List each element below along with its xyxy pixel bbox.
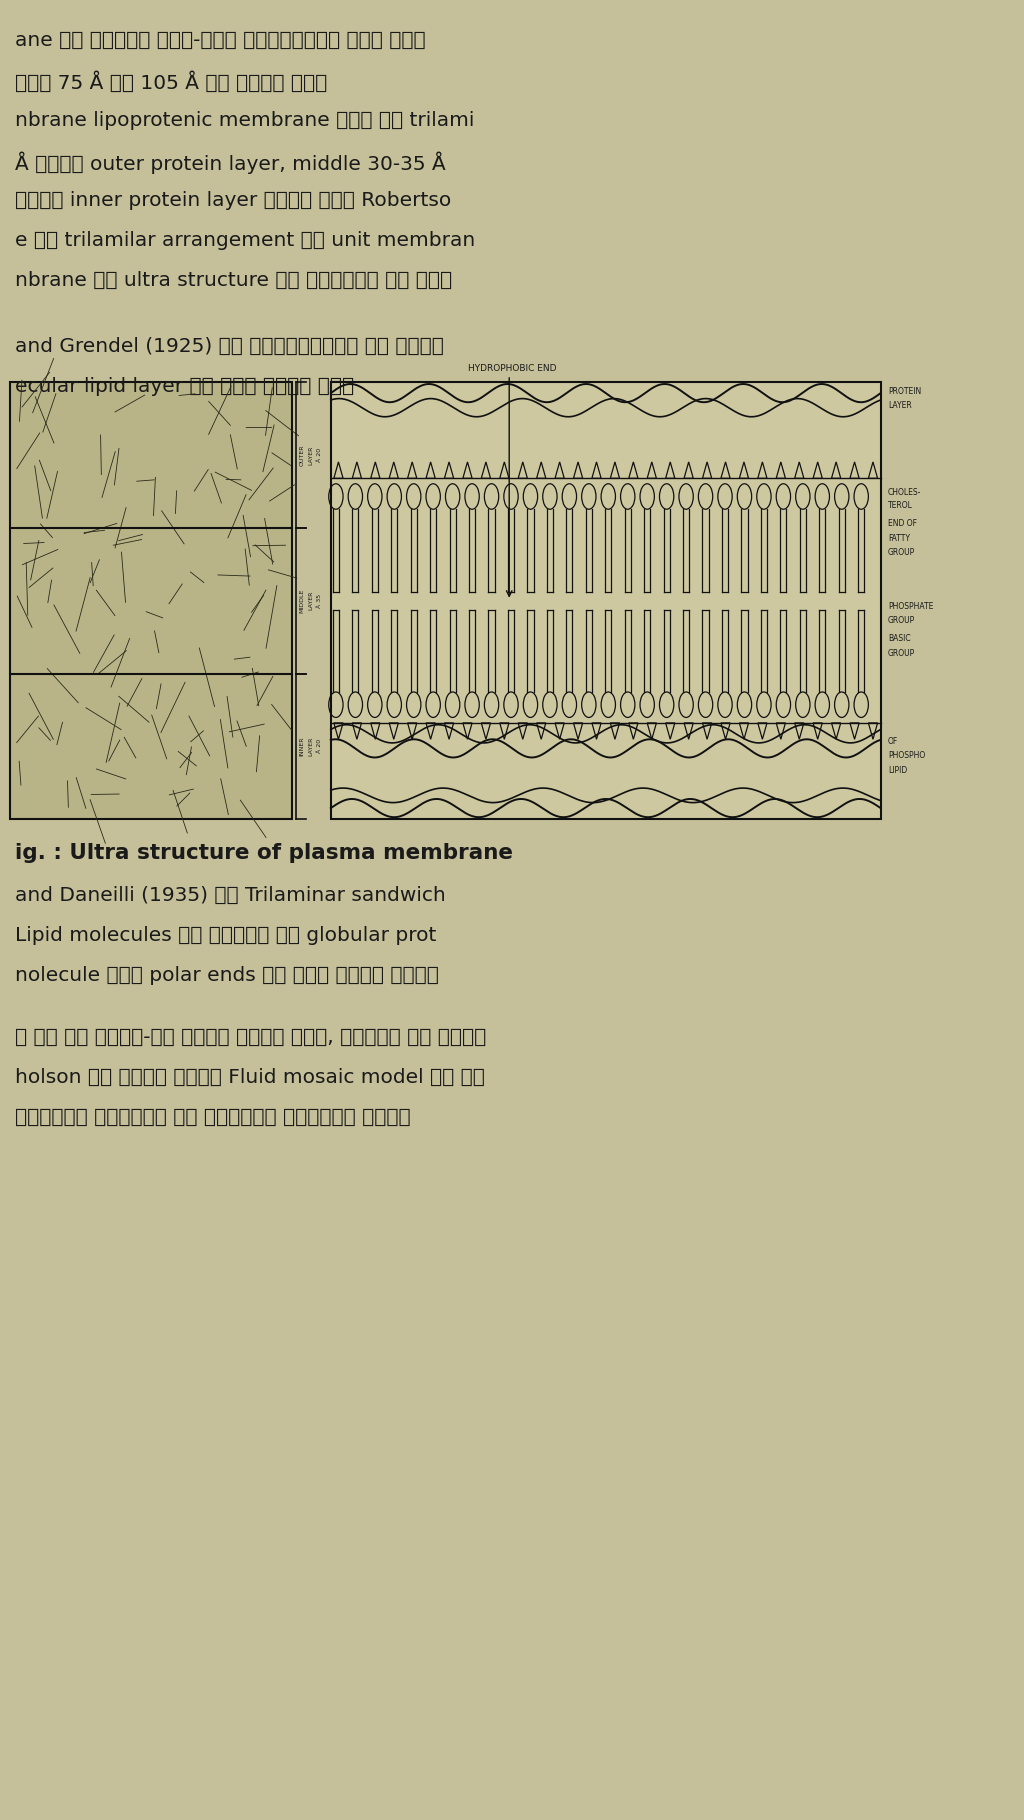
Text: Å 20: Å 20 — [317, 739, 322, 753]
Text: Lipid molecules के दोनों ओर globular prot: Lipid molecules के दोनों ओर globular pro… — [15, 926, 436, 945]
Text: and Grendel (1925) ने सर्वप्रथम यह बताय: and Grendel (1925) ने सर्वप्रथम यह बताय — [15, 337, 444, 355]
Text: nbrane के ultra structure को समझाने के लिए: nbrane के ultra structure को समझाने के ल… — [15, 271, 453, 289]
Text: FATTY: FATTY — [888, 533, 909, 542]
Text: BASIC: BASIC — [888, 635, 910, 642]
Bar — [331, 382, 881, 819]
Text: INNER: INNER — [300, 737, 304, 755]
Text: ig. : Ultra structure of plasma membrane: ig. : Ultra structure of plasma membrane — [15, 843, 513, 863]
Text: PROTEIN: PROTEIN — [888, 388, 921, 395]
Text: END OF: END OF — [888, 519, 916, 528]
Text: LAYER: LAYER — [309, 737, 313, 755]
Text: लाज्या झिल्ली का फ्लुइड मोजेदक मॉडल: लाज्या झिल्ली का फ्लुइड मोजेदक मॉडल — [15, 1108, 411, 1127]
Text: HYDROPHOBIC END: HYDROPHOBIC END — [468, 364, 557, 373]
Text: ane का मोटाई अलग-अलग कोशिकाओं में अलं: ane का मोटाई अलग-अलग कोशिकाओं में अलं — [15, 31, 426, 49]
Text: MIDDLE: MIDDLE — [300, 588, 304, 613]
Text: LAYER: LAYER — [888, 402, 911, 410]
Text: and Daneilli (1935) ने Trilaminar sandwich: and Daneilli (1935) ने Trilaminar sandwi… — [15, 886, 446, 905]
Bar — [10, 382, 292, 819]
Text: मोटी inner protein layer होती है। Robertso: मोटी inner protein layer होती है। Robert… — [15, 191, 452, 209]
Text: LIPID: LIPID — [888, 766, 907, 775]
Text: ecular lipid layer की बनी होती है।: ecular lipid layer की बनी होती है। — [15, 377, 354, 395]
Text: TEROL: TEROL — [888, 501, 912, 510]
Text: PHOSPHO: PHOSPHO — [888, 752, 925, 761]
Text: LAYER: LAYER — [309, 446, 313, 464]
Text: Å 20: Å 20 — [317, 448, 322, 462]
Text: गाई 75 Å से 105 Å तक होती है।: गाई 75 Å से 105 Å तक होती है। — [15, 71, 328, 93]
Text: GROUP: GROUP — [888, 617, 915, 624]
Text: CHOLES-: CHOLES- — [888, 488, 922, 497]
Text: Å मोटी outer protein layer, middle 30-35 Å: Å मोटी outer protein layer, middle 30-35… — [15, 151, 446, 173]
Text: त और भी बहुत-से मॉडल दिये गये, लेकिन एक सर्व: त और भी बहुत-से मॉडल दिये गये, लेकिन एक … — [15, 1028, 486, 1046]
Text: LAYER: LAYER — [309, 592, 313, 610]
Text: GROUP: GROUP — [888, 650, 915, 657]
Text: nolecule में polar ends से लगी रहती हैं।: nolecule में polar ends से लगी रहती हैं। — [15, 966, 439, 985]
Text: Å 35: Å 35 — [317, 593, 322, 608]
Text: e के trilamilar arrangement को unit membran: e के trilamilar arrangement को unit memb… — [15, 231, 475, 249]
Text: PHOSPHATE: PHOSPHATE — [888, 602, 933, 610]
Text: nbrane lipoprotenic membrane है। यह trilami: nbrane lipoprotenic membrane है। यह tril… — [15, 111, 475, 129]
Text: OUTER: OUTER — [300, 444, 304, 466]
Text: OF: OF — [888, 737, 898, 746]
Text: holson ने दिया जिसे Fluid mosaic model के ना: holson ने दिया जिसे Fluid mosaic model क… — [15, 1068, 485, 1087]
Text: GROUP: GROUP — [888, 548, 915, 557]
